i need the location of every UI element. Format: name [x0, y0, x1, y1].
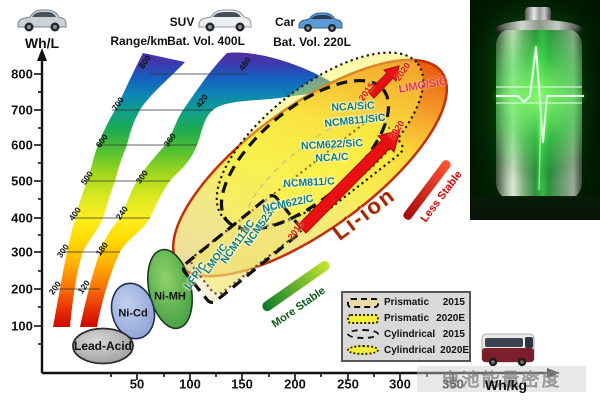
legend-item-cylindrical-2015: Cylindrical 2015	[347, 327, 465, 342]
suv-range-band	[53, 53, 185, 327]
cylindrical-2020-swatch	[347, 345, 379, 356]
y-axis-title: Wh/L	[24, 35, 60, 51]
legend-year: 2020E	[436, 313, 465, 325]
battery-glass-line	[496, 102, 582, 104]
legend-item-cylindrical-2020: Cylindrical 2020E	[347, 343, 469, 358]
x-axis-title: Wh/kg	[485, 377, 527, 393]
legend-label: Cylindrical	[384, 328, 436, 340]
y-tick-100: 100	[11, 318, 33, 334]
prismatic-2020-swatch	[347, 313, 379, 324]
suv-label: SUV	[169, 15, 195, 29]
x-tick-50: 50	[129, 376, 145, 392]
y-tick-200: 200	[11, 281, 33, 297]
chem-ncm811-c: NCM811/C	[283, 175, 335, 191]
legend-label: Prismatic	[384, 313, 430, 325]
watermark-text: 电池能量密度	[441, 370, 562, 390]
suv-battery-volume: Bat. Vol. 400L	[167, 34, 245, 48]
prismatic-2020-region	[190, 115, 404, 295]
trend-arrow-cylindrical	[367, 65, 400, 99]
suv-icon	[198, 9, 252, 32]
car-icon	[298, 12, 343, 32]
battery-reflection	[470, 196, 600, 220]
chem-nca-sic: NCA/SiC	[331, 99, 375, 114]
more-stable-band	[262, 260, 330, 312]
range-axis-label: Range/km	[110, 34, 168, 48]
ni-mh-region	[147, 248, 193, 330]
bus-image	[481, 333, 535, 367]
prismatic-2015-swatch	[347, 297, 379, 308]
x-tick-350: 350	[442, 376, 464, 392]
x-tick-250: 250	[337, 376, 359, 392]
cylindrical-2015-region	[219, 78, 391, 232]
less-stable-band	[403, 160, 451, 220]
ni-cd-label: Ni-Cd	[118, 307, 148, 320]
ni-cd-region	[110, 282, 156, 340]
watermark: 电池能量密度	[417, 366, 586, 392]
axis-ticks	[34, 73, 454, 380]
legend-label: Cylindrical	[384, 344, 436, 356]
legend-year: 2020E	[440, 344, 470, 356]
chem-nca-c: NCA/C	[315, 150, 349, 165]
legend-item-prismatic-2020: Prismatic 2020E	[347, 311, 465, 326]
cylindrical-2015-swatch	[347, 329, 379, 340]
x-tick-100: 100	[179, 376, 201, 392]
car-label: Car	[274, 15, 296, 29]
ev-car-icon	[17, 9, 67, 32]
y-tick-300: 300	[11, 244, 33, 260]
car-range-band	[80, 52, 352, 328]
y-tick-400: 400	[11, 210, 33, 226]
y-tick-800: 800	[11, 66, 33, 82]
y-tick-600: 600	[11, 137, 33, 153]
y-tick-500: 500	[11, 173, 33, 189]
x-tick-150: 150	[231, 376, 253, 392]
legend-item-prismatic-2015: Prismatic 2015	[347, 295, 465, 310]
trend-arrow-prismatic	[297, 129, 401, 234]
x-tick-300: 300	[389, 376, 411, 392]
battery-photo	[470, 0, 600, 220]
legend-year: 2015	[442, 328, 465, 340]
prismatic-2015-region	[181, 194, 303, 304]
lead-acid-label: Lead-Acid	[73, 339, 133, 353]
x-tick-200: 200	[284, 376, 306, 392]
range-band-gridlines	[57, 73, 248, 290]
car-battery-volume: Bat. Vol. 220L	[273, 35, 351, 49]
legend-label: Prismatic	[384, 297, 430, 309]
ni-mh-label: Ni-MH	[154, 290, 186, 303]
y-tick-700: 700	[11, 102, 33, 118]
legend: Prismatic 2015 Prismatic 2020E Cylindric…	[341, 291, 471, 362]
lead-acid-region	[72, 327, 134, 365]
ecg-pulse	[496, 46, 584, 191]
legend-year: 2015	[442, 297, 465, 309]
